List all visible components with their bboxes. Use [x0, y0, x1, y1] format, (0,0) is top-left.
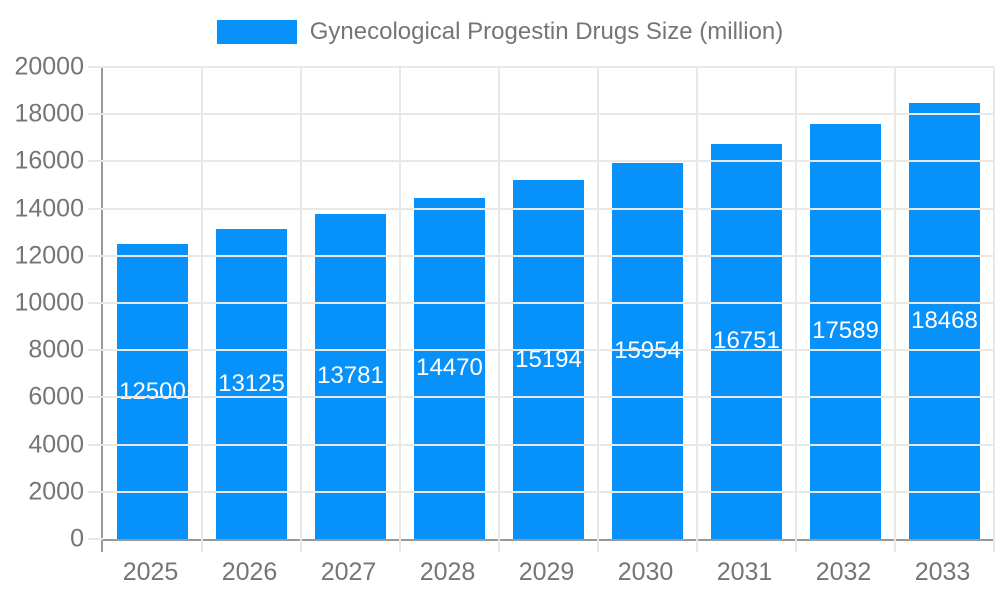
y-gridline: [88, 113, 994, 116]
y-axis-tick-label: 6000: [28, 382, 84, 411]
y-gridline: [88, 396, 994, 399]
x-gridline: [597, 67, 599, 552]
y-gridline: [88, 538, 103, 540]
bar-slot-2028: 14470: [400, 67, 499, 539]
x-axis-tick-label: 2030: [617, 558, 674, 586]
y-axis-tick-label: 16000: [14, 146, 84, 175]
bar-2027: 13781: [314, 213, 387, 539]
x-axis-tick-label: 2028: [419, 558, 476, 586]
y-axis-tick-label: 18000: [14, 99, 84, 128]
y-axis-tick-label: 4000: [28, 430, 84, 459]
y-axis-tick-label: 0: [70, 524, 84, 553]
y-axis-tick-label: 14000: [14, 194, 84, 223]
bar-2025: 12500: [116, 244, 189, 539]
x-axis-tick-label: 2033: [914, 558, 971, 586]
plot-area: 12500 13125 13781 14470 15194 15954 16751 17589…: [88, 66, 995, 552]
x-gridline: [398, 67, 401, 552]
y-gridline: [88, 302, 994, 304]
bar-value-label: 13781: [317, 362, 384, 390]
bar-slot-2026: 13125: [202, 67, 301, 539]
bar-2031: 16751: [710, 143, 783, 539]
x-axis-tick-label: 2029: [518, 558, 575, 586]
y-axis-tick-label: 8000: [28, 335, 84, 364]
x-gridline: [993, 67, 995, 552]
y-axis-line-extension: [101, 539, 103, 552]
x-gridline: [201, 67, 203, 552]
bar-2032: 17589: [809, 123, 882, 539]
y-axis-tick-label: 20000: [14, 52, 84, 81]
legend-swatch: [216, 20, 297, 44]
x-gridline: [300, 67, 302, 552]
x-axis-tick-label: 2032: [815, 558, 872, 586]
bar-2033: 18468: [908, 103, 981, 539]
y-gridline: [88, 443, 994, 446]
y-axis-labels: 0 2000 4000 6000 8000 10000 12000 14000 16000 180…: [0, 53, 84, 553]
bar-value-label: 13125: [218, 370, 285, 398]
x-gridline: [795, 67, 797, 552]
bar-value-label: 17589: [812, 317, 879, 345]
bar-2026: 13125: [215, 229, 288, 539]
x-axis-tick-label: 2026: [221, 558, 278, 586]
x-gridline: [498, 67, 500, 552]
bar-value-label: 14470: [416, 354, 483, 382]
y-axis-tick-label: 12000: [14, 241, 84, 270]
chart-legend: Gynecological Progestin Drugs Size (mill…: [0, 18, 1000, 45]
x-axis-labels: 2025 2026 2027 2028 2029 2030 2031 2032 2033: [101, 541, 992, 587]
bar-slot-2033: 18468: [895, 67, 994, 539]
bar-slot-2029: 15194: [499, 67, 598, 539]
y-gridline: [88, 349, 994, 352]
x-axis-tick-label: 2027: [320, 558, 377, 586]
y-axis-tick-label: 2000: [28, 477, 84, 506]
bar-2028: 14470: [413, 197, 486, 539]
bar-2029: 15194: [512, 180, 585, 539]
bars-container: 12500 13125 13781 14470 15194 15954 16751 17589…: [103, 67, 994, 539]
y-gridline: [88, 207, 994, 210]
x-gridline: [695, 67, 698, 552]
bar-value-label: 12500: [119, 377, 186, 405]
x-axis-tick-label: 2031: [716, 558, 773, 586]
y-gridline: [88, 254, 994, 257]
bar-slot-2032: 17589: [796, 67, 895, 539]
x-gridline: [894, 67, 896, 552]
legend-label: Gynecological Progestin Drugs Size (mill…: [309, 18, 784, 45]
x-axis-tick-label: 2025: [122, 558, 179, 586]
bar-slot-2027: 13781: [301, 67, 400, 539]
y-gridline: [88, 160, 994, 163]
y-axis-tick-label: 10000: [14, 288, 84, 317]
y-gridline: [88, 66, 994, 68]
bar-value-label: 18468: [911, 307, 978, 335]
y-gridline: [88, 490, 994, 493]
bar-slot-2025: 12500: [103, 67, 202, 539]
